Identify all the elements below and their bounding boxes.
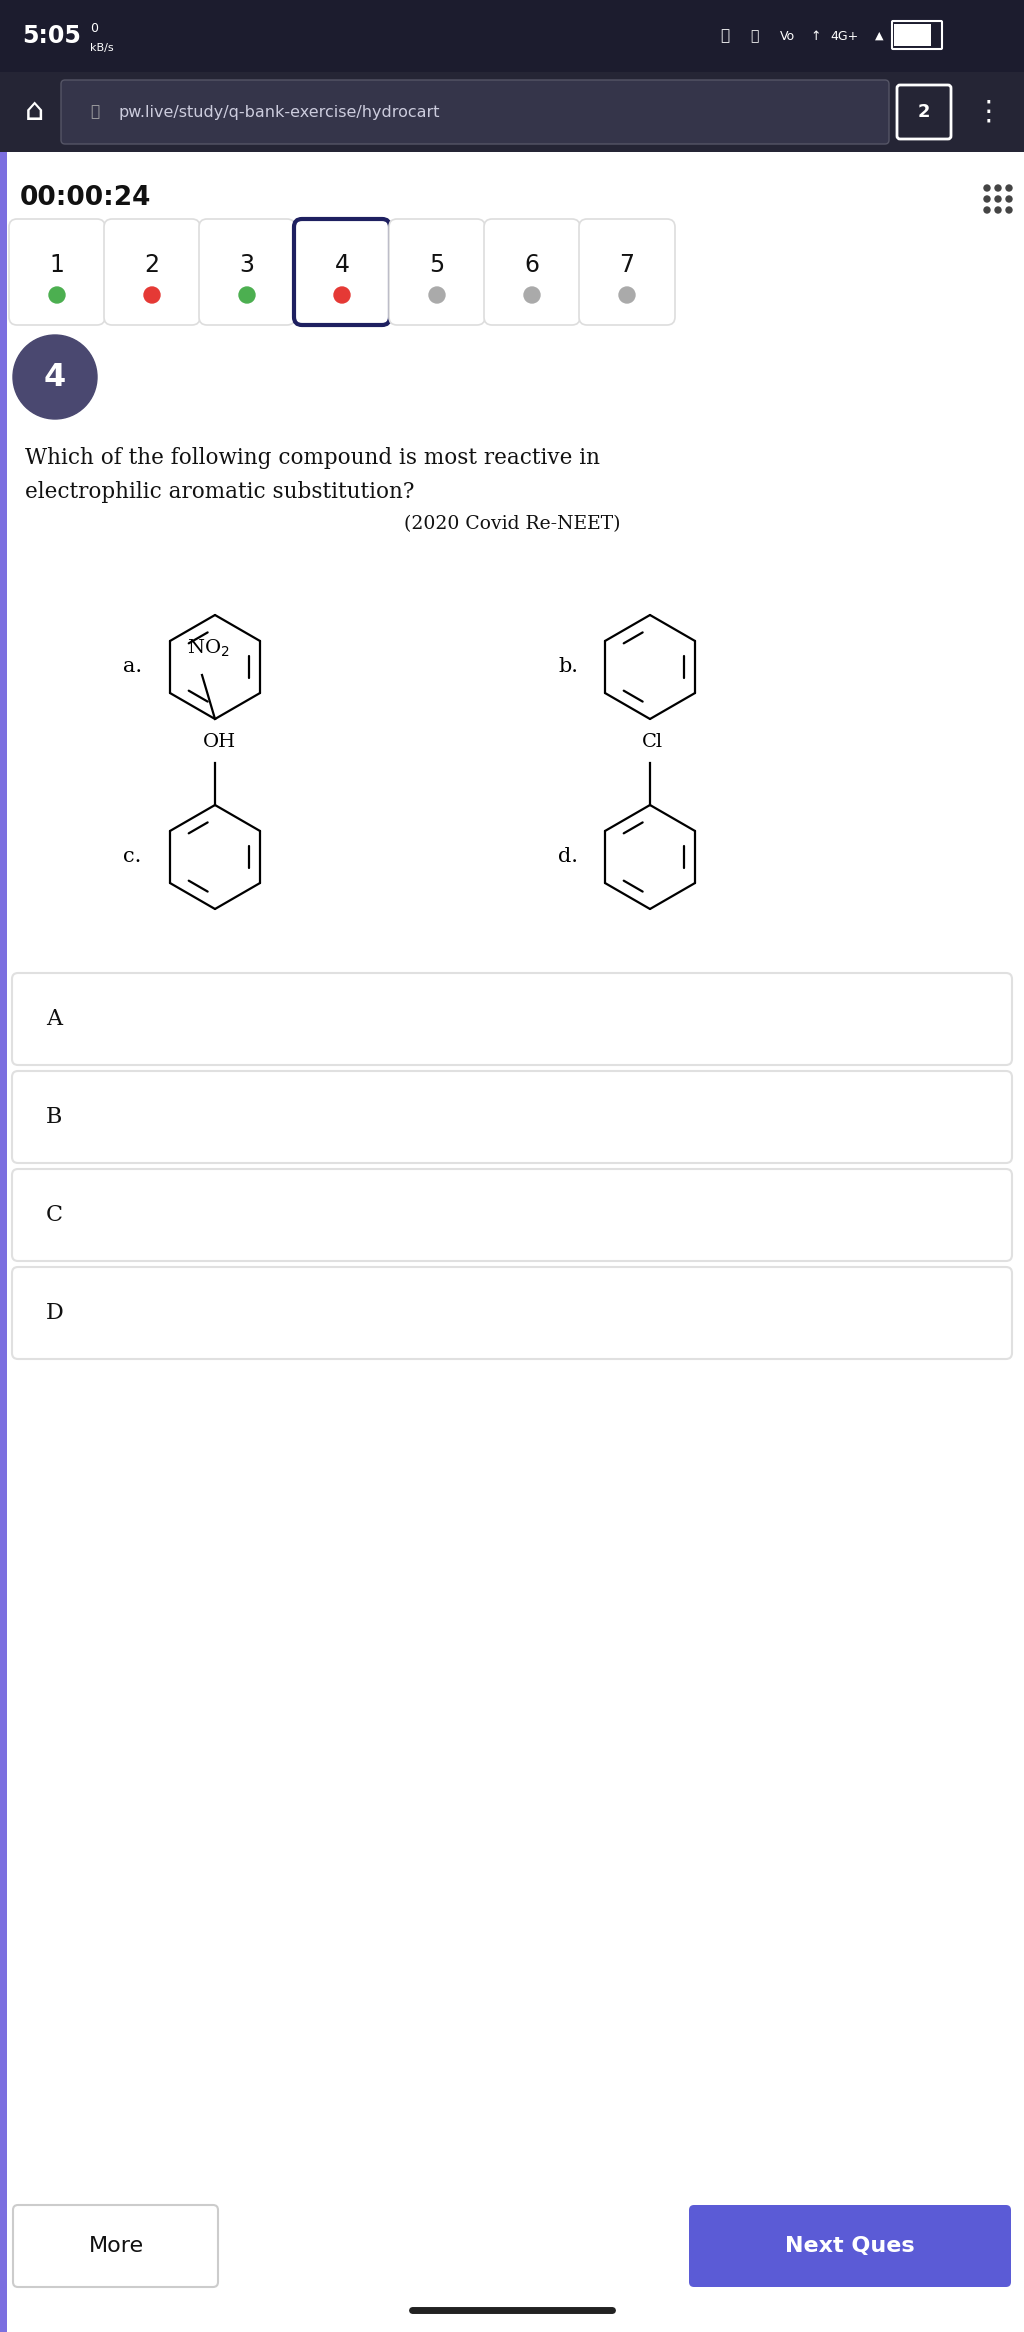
Text: More: More <box>88 2236 143 2255</box>
Circle shape <box>1006 208 1012 212</box>
Circle shape <box>984 208 990 212</box>
Text: D: D <box>46 1301 63 1325</box>
Text: Next Ques: Next Ques <box>785 2236 914 2255</box>
Text: Which of the following compound is most reactive in: Which of the following compound is most … <box>25 448 600 469</box>
Circle shape <box>144 287 160 303</box>
Text: 4: 4 <box>44 361 67 392</box>
Text: 5: 5 <box>429 252 444 278</box>
FancyBboxPatch shape <box>61 79 889 145</box>
FancyBboxPatch shape <box>894 23 931 47</box>
Text: electrophilic aromatic substitution?: electrophilic aromatic substitution? <box>25 480 415 504</box>
Text: ▲: ▲ <box>874 30 884 42</box>
FancyBboxPatch shape <box>294 219 390 324</box>
FancyBboxPatch shape <box>9 219 105 324</box>
Circle shape <box>13 336 97 420</box>
Circle shape <box>995 184 1001 191</box>
Text: 6: 6 <box>524 252 540 278</box>
Text: 🔒: 🔒 <box>90 105 99 119</box>
Text: a.: a. <box>123 658 142 676</box>
Text: b.: b. <box>558 658 578 676</box>
Text: 5:05: 5:05 <box>22 23 81 49</box>
Text: ⋮: ⋮ <box>974 98 1001 126</box>
Circle shape <box>984 196 990 203</box>
Text: OH: OH <box>203 732 237 751</box>
Text: Vo: Vo <box>780 30 795 42</box>
Circle shape <box>239 287 255 303</box>
Circle shape <box>995 196 1001 203</box>
FancyBboxPatch shape <box>104 219 200 324</box>
FancyBboxPatch shape <box>689 2206 1011 2288</box>
Text: A: A <box>46 1007 62 1031</box>
FancyBboxPatch shape <box>12 1266 1012 1360</box>
Text: C: C <box>46 1203 63 1227</box>
Circle shape <box>49 287 65 303</box>
Text: NO$_2$: NO$_2$ <box>187 637 229 660</box>
Text: pw.live/study/q-bank-exercise/hydrocart: pw.live/study/q-bank-exercise/hydrocart <box>118 105 439 119</box>
FancyBboxPatch shape <box>579 219 675 324</box>
FancyBboxPatch shape <box>0 72 1024 152</box>
Circle shape <box>524 287 540 303</box>
Text: ⏰: ⏰ <box>720 28 729 44</box>
Text: 4: 4 <box>335 252 349 278</box>
Text: 🔊: 🔊 <box>750 28 759 42</box>
Circle shape <box>1006 184 1012 191</box>
Circle shape <box>334 287 350 303</box>
Circle shape <box>429 287 445 303</box>
Text: 0: 0 <box>90 21 98 35</box>
Text: d.: d. <box>558 847 578 868</box>
FancyBboxPatch shape <box>0 0 1024 72</box>
Text: (2020 Covid Re-NEET): (2020 Covid Re-NEET) <box>403 515 621 534</box>
Text: 2: 2 <box>144 252 160 278</box>
Circle shape <box>618 287 635 303</box>
Text: ⌂: ⌂ <box>25 98 44 126</box>
Text: 4G+: 4G+ <box>830 30 858 42</box>
Text: B: B <box>46 1105 62 1129</box>
Text: c.: c. <box>123 847 141 868</box>
Text: ↑: ↑ <box>810 30 820 42</box>
FancyBboxPatch shape <box>484 219 580 324</box>
FancyBboxPatch shape <box>12 972 1012 1066</box>
Text: 54%: 54% <box>900 28 931 42</box>
Text: 3: 3 <box>240 252 255 278</box>
Circle shape <box>1006 196 1012 203</box>
Text: 00:00:24: 00:00:24 <box>20 184 152 210</box>
FancyBboxPatch shape <box>199 219 295 324</box>
Circle shape <box>995 208 1001 212</box>
Circle shape <box>984 184 990 191</box>
FancyBboxPatch shape <box>0 152 7 2332</box>
Text: kB/s: kB/s <box>90 42 114 54</box>
FancyBboxPatch shape <box>12 1070 1012 1164</box>
FancyBboxPatch shape <box>13 2206 218 2288</box>
Text: 2: 2 <box>918 103 930 121</box>
Text: 1: 1 <box>49 252 65 278</box>
Text: 7: 7 <box>620 252 635 278</box>
FancyBboxPatch shape <box>12 1168 1012 1262</box>
FancyBboxPatch shape <box>0 152 1024 2332</box>
FancyBboxPatch shape <box>389 219 485 324</box>
Text: Cl: Cl <box>642 732 664 751</box>
